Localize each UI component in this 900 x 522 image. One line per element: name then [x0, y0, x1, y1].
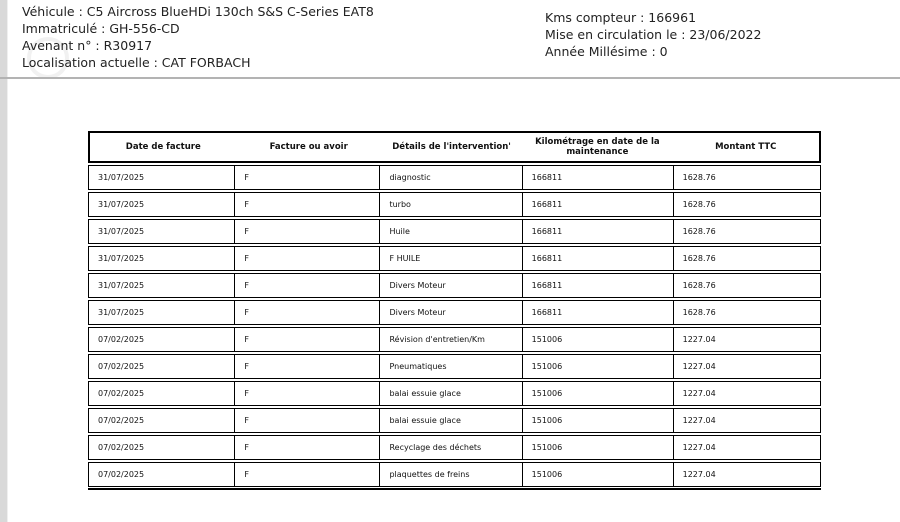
cell-kilometrage: 151006 [522, 462, 674, 487]
cell-details-intervention: balai essuie glace [380, 408, 523, 433]
mise-en-circulation-line: Mise en circulation le : 23/06/2022 [545, 27, 762, 42]
column-header-date: Date de facture [125, 142, 201, 152]
cell-facture-ou-avoir: F [235, 354, 381, 379]
cell-details-intervention: Recyclage des déchets [380, 435, 523, 460]
cell-date-facture: 07/02/2025 [88, 435, 236, 460]
maintenance-table: Date de facture Facture ou avoir Détails… [88, 131, 821, 490]
cell-facture-ou-avoir: F [235, 219, 381, 244]
cell-kilometrage: 166811 [522, 219, 674, 244]
cell-montant-ttc: 1628.76 [673, 300, 821, 325]
cell-facture-ou-avoir: F [235, 408, 381, 433]
vehicle-info-block: Véhicule : C5 Aircross BlueHDi 130ch S&S… [22, 3, 374, 71]
table-row: 31/07/2025 F Huile 166811 1628.76 [88, 219, 821, 244]
localisation-line: Localisation actuelle : CAT FORBACH [22, 55, 251, 70]
column-header-details: Détails de l'intervention' [392, 142, 511, 152]
table-row: 31/07/2025 F F HUILE 166811 1628.76 [88, 246, 821, 271]
page-edge-strip [0, 0, 8, 522]
cell-details-intervention: F HUILE [380, 246, 523, 271]
vehicle-line: Véhicule : C5 Aircross BlueHDi 130ch S&S… [22, 4, 374, 19]
cell-date-facture: 07/02/2025 [88, 354, 236, 379]
cell-facture-ou-avoir: F [235, 192, 381, 217]
cell-date-facture: 31/07/2025 [88, 219, 236, 244]
cell-facture-ou-avoir: F [235, 327, 381, 352]
avenant-line: Avenant n° : R30917 [22, 38, 153, 53]
kms-compteur-line: Kms compteur : 166961 [545, 10, 697, 25]
cell-kilometrage: 166811 [522, 300, 674, 325]
cell-facture-ou-avoir: F [235, 300, 381, 325]
cell-date-facture: 07/02/2025 [88, 327, 236, 352]
cell-date-facture: 31/07/2025 [88, 273, 236, 298]
cell-montant-ttc: 1628.76 [673, 165, 821, 190]
table-row: 07/02/2025 F Révision d'entretien/Km 151006… [88, 327, 821, 352]
cell-montant-ttc: 1628.76 [673, 219, 821, 244]
cell-montant-ttc: 1628.76 [673, 246, 821, 271]
cell-montant-ttc: 1227.04 [673, 462, 821, 487]
cell-date-facture: 31/07/2025 [88, 300, 236, 325]
cell-details-intervention: Pneumatiques [380, 354, 523, 379]
cell-date-facture: 07/02/2025 [88, 462, 236, 487]
cell-montant-ttc: 1628.76 [673, 192, 821, 217]
cell-kilometrage: 166811 [522, 192, 674, 217]
cell-details-intervention: plaquettes de freins [380, 462, 523, 487]
cell-montant-ttc: 1227.04 [673, 354, 821, 379]
cell-date-facture: 31/07/2025 [88, 192, 236, 217]
cell-details-intervention: Divers Moteur [380, 300, 523, 325]
column-header-facture-avoir: Facture ou avoir [269, 142, 348, 152]
cell-kilometrage: 166811 [522, 273, 674, 298]
column-header-montant: Montant TTC [715, 142, 777, 152]
cell-date-facture: 31/07/2025 [88, 246, 236, 271]
cell-details-intervention: Huile [380, 219, 523, 244]
table-bottom-border [88, 488, 821, 490]
cell-kilometrage: 151006 [522, 381, 674, 406]
column-header-kilometrage: Kilométrage en date de la maintenance [535, 137, 660, 157]
annee-millesime-line: Année Millésime : 0 [545, 44, 668, 59]
cell-kilometrage: 151006 [522, 327, 674, 352]
cell-facture-ou-avoir: F [235, 273, 381, 298]
table-row: 07/02/2025 F Recyclage des déchets 151006 12… [88, 435, 821, 460]
cell-details-intervention: Révision d'entretien/Km [380, 327, 523, 352]
cell-date-facture: 31/07/2025 [88, 165, 236, 190]
cell-facture-ou-avoir: F [235, 462, 381, 487]
cell-montant-ttc: 1227.04 [673, 381, 821, 406]
cell-details-intervention: diagnostic [380, 165, 523, 190]
cell-details-intervention: Divers Moteur [380, 273, 523, 298]
table-row: 31/07/2025 F Divers Moteur 166811 1628.76 [88, 273, 821, 298]
immatriculation-line: Immatriculé : GH-556-CD [22, 21, 180, 36]
cell-facture-ou-avoir: F [235, 435, 381, 460]
cell-kilometrage: 166811 [522, 246, 674, 271]
cell-montant-ttc: 1227.04 [673, 435, 821, 460]
cell-kilometrage: 166811 [522, 165, 674, 190]
cell-kilometrage: 151006 [522, 408, 674, 433]
cell-facture-ou-avoir: F [235, 165, 381, 190]
table-row: 07/02/2025 F Pneumatiques 151006 1227.04 [88, 354, 821, 379]
cell-montant-ttc: 1227.04 [673, 408, 821, 433]
header-divider [0, 77, 900, 79]
cell-date-facture: 07/02/2025 [88, 408, 236, 433]
cell-date-facture: 07/02/2025 [88, 381, 236, 406]
cell-kilometrage: 151006 [522, 354, 674, 379]
cell-details-intervention: balai essuie glace [380, 381, 523, 406]
cell-montant-ttc: 1227.04 [673, 327, 821, 352]
cell-details-intervention: turbo [380, 192, 523, 217]
cell-facture-ou-avoir: F [235, 246, 381, 271]
cell-kilometrage: 151006 [522, 435, 674, 460]
cell-montant-ttc: 1628.76 [673, 273, 821, 298]
cell-facture-ou-avoir: F [235, 381, 381, 406]
table-row: 31/07/2025 F Divers Moteur 166811 1628.76 [88, 300, 821, 325]
table-header-row: Date de facture Facture ou avoir Détails… [88, 131, 821, 163]
vehicle-meta-block: Kms compteur : 166961 Mise en circulatio… [545, 9, 761, 60]
